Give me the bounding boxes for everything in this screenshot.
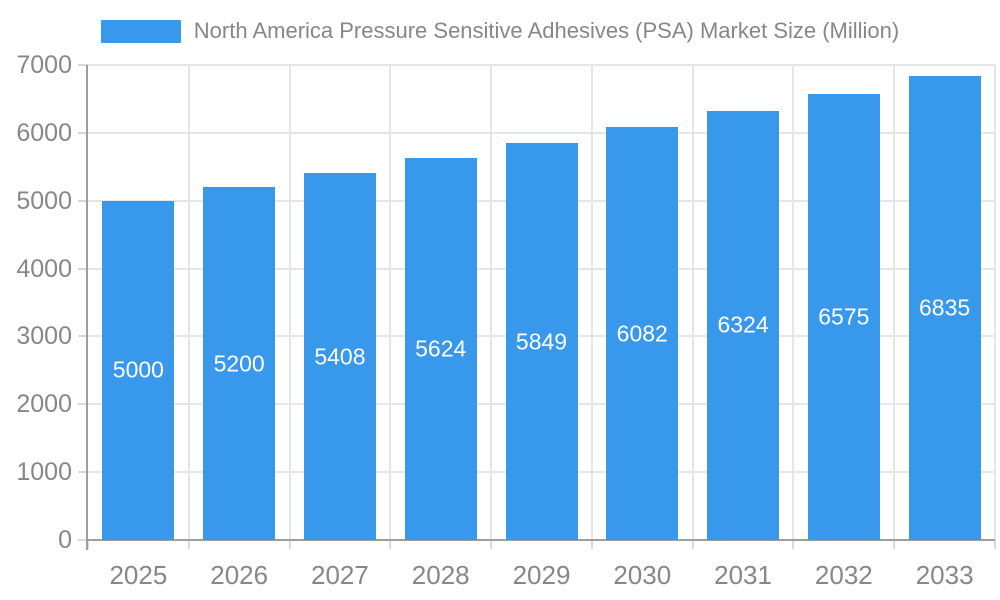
gridline-vertical xyxy=(792,65,795,540)
gridline-vertical xyxy=(893,65,896,540)
bar-2027[interactable]: 5408 xyxy=(303,173,376,540)
x-axis-label: 2033 xyxy=(915,560,974,590)
y-axis-line xyxy=(86,65,88,550)
legend-swatch xyxy=(100,19,181,43)
bar-2028[interactable]: 5624 xyxy=(404,158,477,540)
gridline-vertical xyxy=(590,65,593,540)
gridline-vertical xyxy=(187,65,190,540)
x-axis-label: 2031 xyxy=(714,560,772,590)
y-axis-tick xyxy=(78,335,88,338)
gridline-horizontal xyxy=(88,131,995,134)
y-axis-tick xyxy=(78,199,88,202)
x-axis-tick xyxy=(590,540,593,549)
legend-label: North America Pressure Sensitive Adhesiv… xyxy=(193,18,900,43)
x-axis-label: 2029 xyxy=(512,560,571,590)
y-axis-tick xyxy=(78,471,88,474)
gridline-vertical xyxy=(389,65,392,540)
bar-2025[interactable]: 5000 xyxy=(102,200,175,540)
bar-2032[interactable]: 6575 xyxy=(807,93,880,540)
x-axis-line xyxy=(86,539,995,541)
x-axis-tick xyxy=(893,540,896,549)
gridline-vertical xyxy=(691,65,694,540)
chart-legend[interactable]: North America Pressure Sensitive Adhesiv… xyxy=(0,18,1000,44)
x-axis-tick xyxy=(691,540,694,549)
x-axis-tick xyxy=(389,540,392,549)
y-axis-label: 7000 xyxy=(16,51,72,79)
bar-value-label: 5624 xyxy=(415,335,467,362)
y-axis-label: 0 xyxy=(58,526,72,554)
y-axis-label: 2000 xyxy=(16,390,72,419)
bar-value-label: 6324 xyxy=(717,311,769,338)
gridline-vertical xyxy=(994,65,996,540)
gridline-vertical xyxy=(288,65,291,540)
x-axis-tick xyxy=(792,540,795,549)
bar-2030[interactable]: 6082 xyxy=(606,127,679,540)
x-axis-tick xyxy=(288,540,291,549)
bar-value-label: 6082 xyxy=(616,320,668,347)
y-axis-tick xyxy=(78,131,88,134)
y-axis-label: 3000 xyxy=(16,322,72,351)
bar-value-label: 5000 xyxy=(112,356,164,383)
x-axis-tick xyxy=(87,540,89,549)
x-axis-label: 2028 xyxy=(411,560,470,590)
x-axis-tick xyxy=(994,540,996,549)
gridline-horizontal xyxy=(88,64,995,66)
x-axis-label: 2025 xyxy=(109,560,168,590)
bar-value-label: 6575 xyxy=(818,303,870,330)
x-axis-label: 2026 xyxy=(210,560,269,590)
bar-value-label: 5408 xyxy=(314,343,366,369)
y-axis-label: 6000 xyxy=(16,118,72,147)
y-axis-tick xyxy=(78,403,88,406)
x-axis-label: 2032 xyxy=(814,560,873,590)
y-axis-tick xyxy=(78,64,88,66)
x-axis-tick xyxy=(490,540,493,549)
bar-value-label: 6835 xyxy=(919,294,971,321)
bar-2031[interactable]: 6324 xyxy=(707,110,780,540)
gridline-vertical xyxy=(490,65,493,540)
y-axis-tick xyxy=(78,539,88,541)
y-axis-tick xyxy=(78,267,88,270)
bar-2029[interactable]: 5849 xyxy=(505,143,578,540)
x-axis-label: 2030 xyxy=(613,560,672,590)
x-axis-tick xyxy=(187,540,190,549)
bar-2033[interactable]: 6835 xyxy=(908,76,981,540)
bar-2026[interactable]: 5200 xyxy=(203,187,276,540)
bar-value-label: 5849 xyxy=(515,328,568,355)
y-axis-label: 1000 xyxy=(16,458,72,487)
x-axis-label: 2027 xyxy=(311,560,369,590)
y-axis-label: 4000 xyxy=(16,254,72,283)
bar-value-label: 5200 xyxy=(213,350,265,377)
y-axis-label: 5000 xyxy=(16,186,72,215)
